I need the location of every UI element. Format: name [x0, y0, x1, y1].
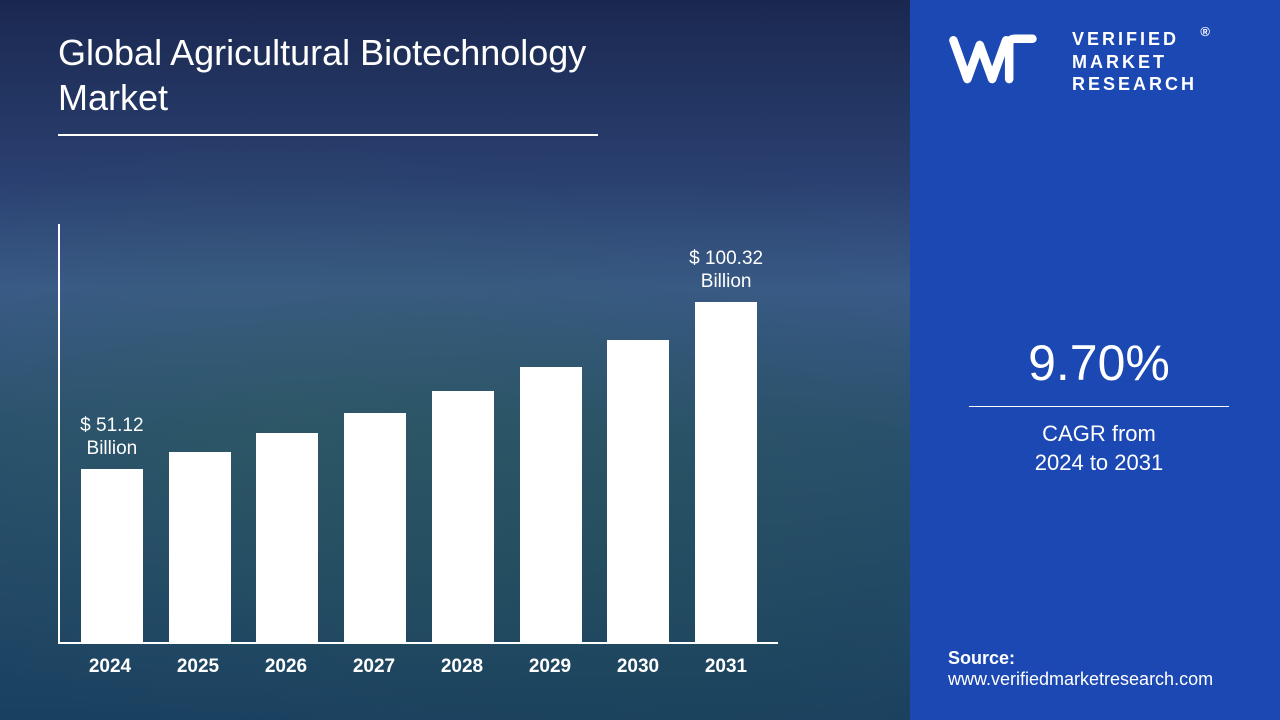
title-block: Global Agricultural Biotechnology Market — [58, 30, 598, 136]
x-axis-label: 2024 — [71, 656, 149, 678]
bar — [432, 391, 494, 642]
bar — [344, 413, 406, 642]
bar — [169, 452, 231, 642]
bar-chart: $ 51.12Billion$ 100.32Billion 2024202520… — [58, 210, 778, 690]
bar-column: $ 100.32Billion — [687, 246, 765, 642]
x-axis-label: 2031 — [687, 656, 765, 678]
registered-mark: ® — [1200, 24, 1213, 40]
logo-text: VERIFIED MARKET RESEARCH ® — [1072, 28, 1197, 96]
cagr-value: 9.70% — [948, 334, 1250, 392]
bar-column: $ 51.12Billion — [73, 413, 151, 642]
source-label: Source: — [948, 648, 1213, 669]
bar — [81, 469, 143, 642]
title-underline — [58, 134, 598, 136]
bar — [695, 302, 757, 642]
bars-wrap: $ 51.12Billion $ 100.32Billion — [58, 224, 778, 644]
logo-text-line2: MARKET — [1072, 51, 1197, 74]
source-url: www.verifiedmarketresearch.com — [948, 669, 1213, 690]
bar — [256, 433, 318, 642]
cagr-underline — [969, 406, 1229, 407]
cagr-caption-line2: 2024 to 2031 — [948, 448, 1250, 478]
bar-value-label: $ 100.32Billion — [689, 246, 763, 294]
side-panel: VERIFIED MARKET RESEARCH ® 9.70% CAGR fr… — [910, 0, 1280, 720]
logo: VERIFIED MARKET RESEARCH ® — [948, 28, 1250, 96]
bar — [520, 367, 582, 642]
bar-column — [161, 396, 239, 642]
x-axis-label: 2026 — [247, 656, 325, 678]
title-line1: Global Agricultural Biotechnology — [58, 30, 598, 75]
title-line2: Market — [58, 75, 598, 120]
bar-column — [248, 377, 326, 642]
x-axis-labels: 2024 2025 2026 2027 2028 2029 2030 2031 — [58, 656, 778, 678]
logo-text-line1: VERIFIED — [1072, 28, 1197, 51]
bar — [607, 340, 669, 642]
x-axis-label: 2025 — [159, 656, 237, 678]
bar-column — [336, 357, 414, 642]
infographic-container: Global Agricultural Biotechnology Market… — [0, 0, 1280, 720]
bar-column — [599, 284, 677, 642]
x-axis-label: 2029 — [511, 656, 589, 678]
x-axis-label: 2030 — [599, 656, 677, 678]
cagr-caption-line1: CAGR from — [948, 419, 1250, 449]
source-block: Source: www.verifiedmarketresearch.com — [948, 648, 1213, 690]
x-axis-label: 2028 — [423, 656, 501, 678]
bar-value-label: $ 51.12Billion — [80, 413, 143, 461]
logo-text-line3: RESEARCH — [1072, 73, 1197, 96]
main-panel: Global Agricultural Biotechnology Market… — [0, 0, 910, 720]
bar-column — [424, 335, 502, 642]
x-axis-label: 2027 — [335, 656, 413, 678]
cagr-block: 9.70% CAGR from 2024 to 2031 — [948, 334, 1250, 478]
vmr-logo-icon — [948, 31, 1058, 93]
bar-column — [512, 311, 590, 642]
